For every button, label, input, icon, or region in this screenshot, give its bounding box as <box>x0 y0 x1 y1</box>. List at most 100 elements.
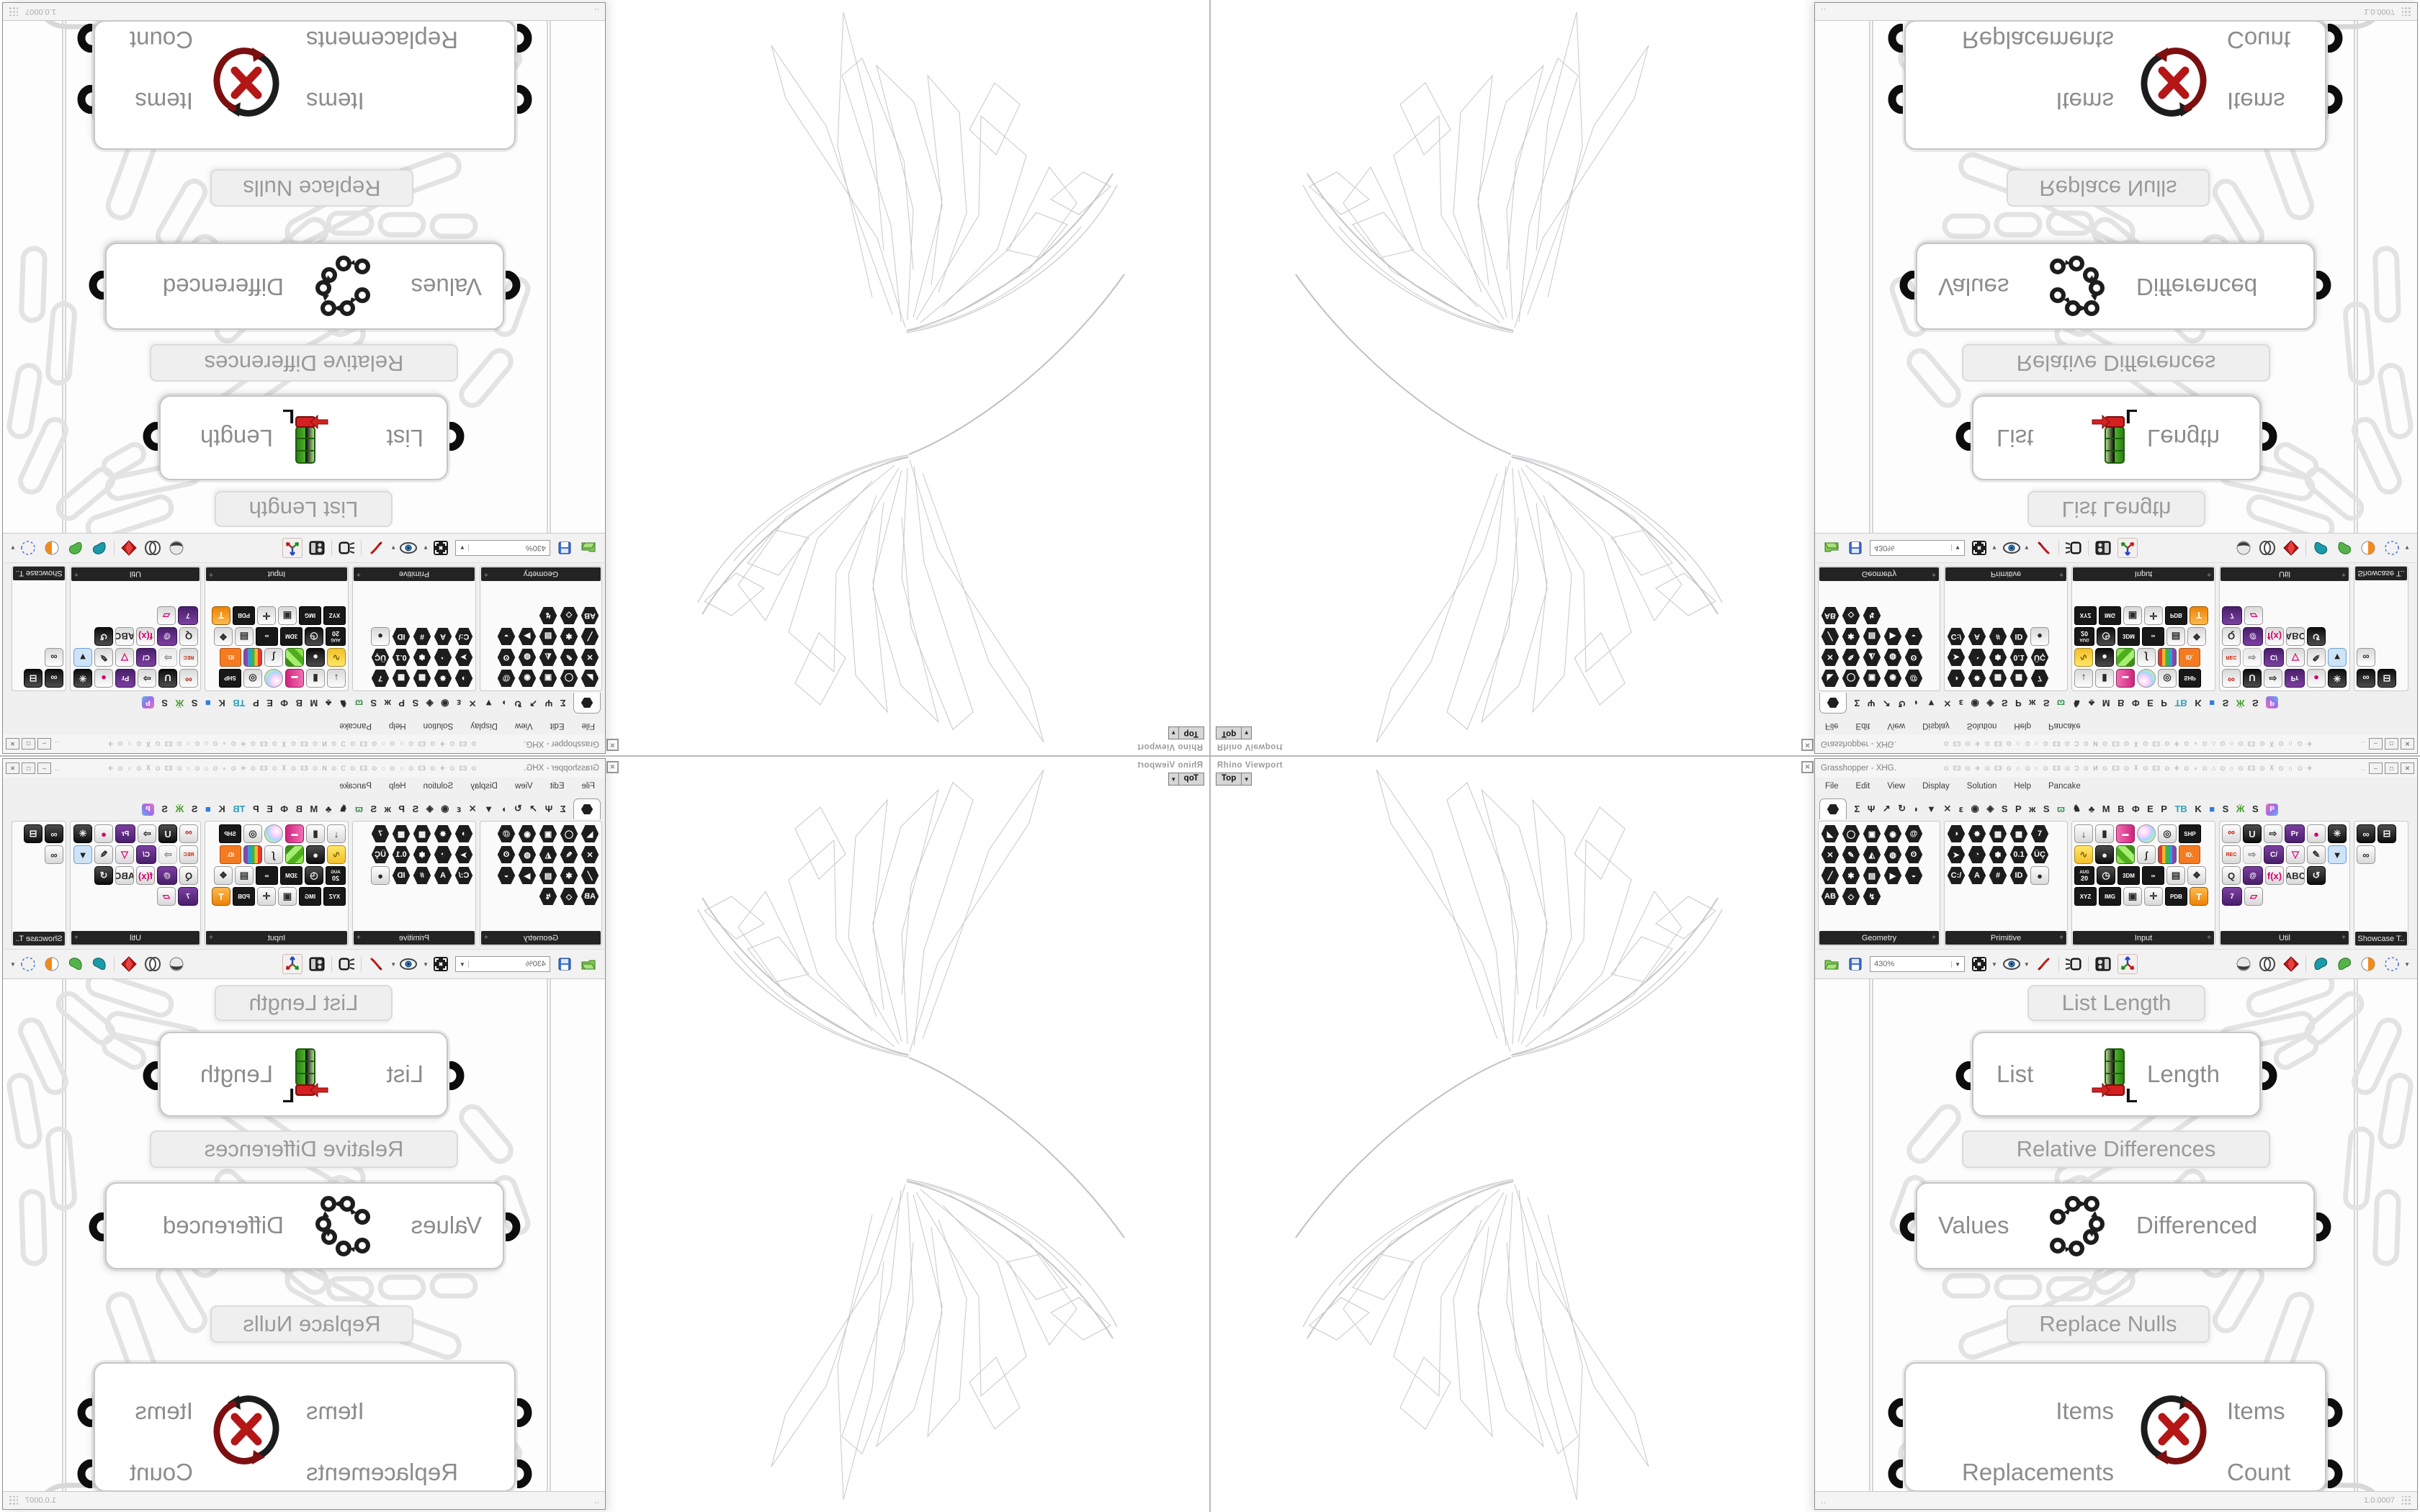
tab-plugin-s3[interactable]: S <box>2222 698 2229 708</box>
ribbon-group-label-primitive[interactable]: Primitive + <box>354 567 475 581</box>
img-chip-icon[interactable]: IMG <box>2099 606 2121 625</box>
abc-icon[interactable]: ABC <box>115 866 134 885</box>
rec-icon[interactable]: REC <box>2222 845 2241 864</box>
component-replace-nulls[interactable]: Items Replacements Items Count <box>1888 21 2343 150</box>
tab-plugin-k[interactable]: K <box>218 804 225 814</box>
sketch-button[interactable] <box>2035 539 2053 557</box>
component-list-length[interactable]: List Length L <box>143 395 465 480</box>
letter-a-icon[interactable]: A <box>1968 627 1986 646</box>
tab-plugin-e[interactable]: E <box>2147 698 2154 708</box>
tab-curve[interactable]: ↻ <box>1898 698 1906 709</box>
abc-swap-icon[interactable]: AB <box>1821 888 1839 905</box>
only-selected-teal-button[interactable] <box>90 955 109 973</box>
caption-relative-differences[interactable]: Relative Differences <box>1962 1130 2270 1168</box>
pencil-icon[interactable]: ✎ <box>560 648 578 667</box>
import-icon[interactable]: ↓ <box>327 824 346 843</box>
only-selected-teal-button[interactable] <box>90 539 109 557</box>
zoom-extents-button[interactable] <box>431 539 450 557</box>
ribbon-group-label-geometry[interactable]: Geometry + <box>481 567 601 581</box>
cross-icon[interactable]: ✕ <box>581 845 599 864</box>
tab-plugin-s3[interactable]: S <box>191 698 198 708</box>
cross-icon[interactable]: ✕ <box>1821 648 1839 667</box>
tab-curve[interactable]: ↻ <box>514 803 522 814</box>
cross-icon[interactable]: ✕ <box>1821 846 1839 863</box>
sketch-button[interactable] <box>367 539 385 557</box>
menu-display[interactable]: Display <box>1922 721 1950 730</box>
3dm-chip-icon[interactable]: 3DM <box>2118 866 2140 885</box>
expand-group-icon[interactable]: + <box>74 570 79 578</box>
preview-visibility-button[interactable] <box>2002 955 2021 973</box>
component-replace-nulls[interactable]: Items Replacements Items Count <box>1888 1362 2343 1491</box>
axes-widget-button[interactable] <box>2117 954 2138 974</box>
tab-plugin-tb[interactable]: TB <box>2174 698 2187 708</box>
tab-bird[interactable]: ♣ <box>2088 804 2095 814</box>
star-icon[interactable]: ✱ <box>1842 867 1860 884</box>
tab-mesh[interactable]: ▼ <box>484 698 493 708</box>
toggle-icon[interactable]: ▮ <box>2095 824 2114 843</box>
expand-group-icon[interactable]: + <box>2207 570 2211 578</box>
gem-icon[interactable]: ❖ <box>2187 627 2206 646</box>
tab-intersect[interactable]: ⨯ <box>468 698 477 709</box>
only-selected-teal-button[interactable] <box>2311 539 2330 557</box>
plane-icon[interactable]: ▣ <box>539 824 557 843</box>
spiral-icon[interactable]: @ <box>1904 825 1923 842</box>
remote-panel-button[interactable] <box>308 539 326 557</box>
output-wire-stub[interactable] <box>2319 23 2344 53</box>
sift-icon[interactable]: ▼ <box>73 648 92 667</box>
tab-transform[interactable]: ε <box>457 698 462 708</box>
save-button[interactable] <box>1846 539 1865 557</box>
viewport-close-button[interactable]: ✕ <box>1801 761 1814 773</box>
img-chip-icon[interactable]: IMG <box>299 887 321 906</box>
tab-dog[interactable]: ♞ <box>339 803 348 814</box>
caption-list-length[interactable]: List Length <box>2027 491 2205 527</box>
gumball-icon[interactable]: ✛ <box>2144 606 2163 625</box>
matrix-icon[interactable]: ▦ <box>1989 825 2007 842</box>
colour-wheel-icon[interactable]: ◉ <box>2137 824 2156 843</box>
tab-display[interactable]: ◉ <box>441 803 449 814</box>
pdb-chip-icon[interactable]: PDB <box>233 606 255 625</box>
button-icon[interactable]: ● <box>306 845 325 864</box>
mesh-face-icon[interactable]: ▤ <box>539 866 557 885</box>
tab-sets[interactable]: Ψ <box>544 698 553 708</box>
ribbon-group-label-primitive[interactable]: Primitive + <box>354 931 475 945</box>
burst-icon[interactable]: ✸ <box>1968 669 1986 688</box>
cone-icon[interactable]: ◭ <box>1863 648 1881 667</box>
expand-group-icon[interactable]: + <box>2059 570 2063 578</box>
chevron-down-icon[interactable]: ▼ <box>2023 960 2030 968</box>
gumball-icon[interactable]: ✛ <box>257 887 276 906</box>
output-wire-stub[interactable] <box>2319 84 2344 114</box>
axes-widget-button[interactable] <box>2117 538 2138 558</box>
ribbon-group-label-util[interactable]: Util + <box>71 567 200 581</box>
tab-plugin-s2[interactable]: S <box>2043 698 2050 708</box>
input-wire-stub[interactable] <box>441 1061 465 1091</box>
uc-text-icon[interactable]: ÜÇ <box>371 845 390 864</box>
id-tag-icon[interactable]: ID. <box>220 845 241 864</box>
rearview-button[interactable] <box>2064 539 2083 557</box>
line-icon[interactable]: ╱ <box>581 627 599 646</box>
tab-params[interactable] <box>1819 798 1847 819</box>
goggles-chip-icon[interactable]: ∞ <box>256 866 278 885</box>
calendar-icon[interactable]: AUG 20 <box>326 866 346 885</box>
menu-edit[interactable]: Edit <box>1855 721 1870 730</box>
tab-plugin-tb[interactable]: TB <box>233 804 246 814</box>
tab-plugin-s3[interactable]: S <box>2222 804 2229 814</box>
expand-group-icon[interactable]: + <box>209 570 213 578</box>
fx-icon[interactable]: f(x) <box>136 627 155 646</box>
output-wire-stub[interactable] <box>2254 1061 2278 1091</box>
xml-7-icon[interactable]: 7 <box>2222 606 2242 625</box>
sphere-icon[interactable]: ● <box>2030 866 2049 885</box>
xyz-chip-icon[interactable]: XYZ <box>2074 606 2097 625</box>
clock-icon[interactable]: ◷ <box>2097 866 2115 885</box>
component-replace-nulls[interactable]: Items Replacements Items Count <box>77 1362 532 1491</box>
viewport-close-button[interactable]: ✕ <box>606 739 619 751</box>
abc-icon[interactable]: ABC <box>115 627 134 646</box>
tab-blue-square[interactable]: ■ <box>205 804 211 814</box>
sift-icon[interactable]: ▼ <box>2328 648 2347 667</box>
clock-icon[interactable]: ◷ <box>2097 627 2115 646</box>
viewport-view-label[interactable]: Top <box>1222 729 1237 738</box>
tab-transform[interactable]: ε <box>457 804 462 814</box>
box-icon[interactable]: ◣ <box>1821 825 1839 842</box>
open-button[interactable] <box>579 955 598 973</box>
vector-arrow-icon[interactable]: ➤ <box>454 845 473 864</box>
chevron-down-icon[interactable]: ▼ <box>2404 960 2410 968</box>
